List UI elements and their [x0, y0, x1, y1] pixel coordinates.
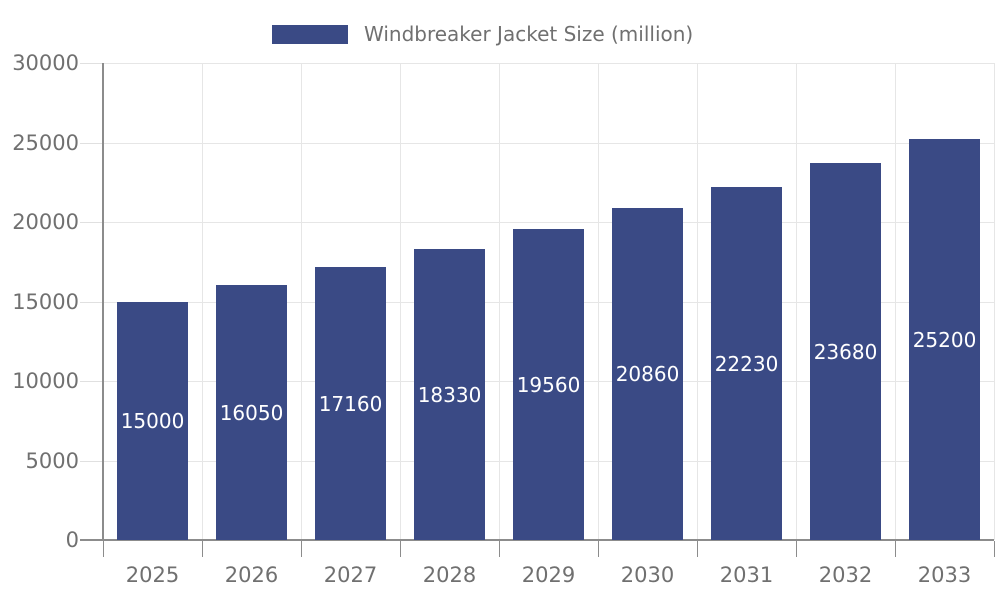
v-gridline — [202, 63, 203, 540]
bar-value-label: 19560 — [516, 373, 581, 397]
x-axis-tick — [301, 541, 302, 557]
bar-value-label: 23680 — [813, 340, 878, 364]
y-axis-line — [102, 63, 104, 540]
x-axis-tick-label: 2027 — [323, 563, 378, 587]
x-axis-tick-label: 2032 — [818, 563, 873, 587]
y-axis-tick-label: 15000 — [12, 290, 79, 314]
v-gridline — [796, 63, 797, 540]
bar[interactable] — [414, 249, 485, 540]
bar[interactable] — [711, 187, 782, 540]
y-axis-tick — [80, 381, 103, 382]
y-axis-tick — [80, 302, 103, 303]
h-gridline — [103, 63, 994, 64]
x-axis-tick — [598, 541, 599, 557]
bar[interactable] — [315, 267, 386, 540]
x-axis-tick — [697, 541, 698, 557]
bar-value-label: 22230 — [714, 352, 779, 376]
y-axis-tick-label: 25000 — [12, 131, 79, 155]
v-gridline — [598, 63, 599, 540]
bar[interactable] — [909, 139, 980, 540]
v-gridline — [895, 63, 896, 540]
y-axis-tick — [80, 63, 103, 64]
x-axis-tick — [895, 541, 896, 557]
bar-value-label: 17160 — [318, 392, 383, 416]
bar[interactable] — [117, 302, 188, 540]
bar-value-label: 15000 — [120, 409, 185, 433]
bar-value-label: 20860 — [615, 362, 680, 386]
h-gridline — [103, 143, 994, 144]
x-axis-tick — [202, 541, 203, 557]
x-axis-tick — [499, 541, 500, 557]
x-axis-tick-label: 2025 — [125, 563, 180, 587]
h-gridline — [103, 222, 994, 223]
y-axis-tick-label: 5000 — [25, 449, 79, 473]
x-axis-line — [80, 539, 994, 541]
y-axis-tick-label: 0 — [65, 528, 79, 552]
x-axis-tick — [103, 541, 104, 557]
x-axis-tick — [796, 541, 797, 557]
x-axis-tick-label: 2031 — [719, 563, 774, 587]
x-axis-tick-label: 2026 — [224, 563, 279, 587]
legend[interactable]: Windbreaker Jacket Size (million) — [272, 20, 693, 48]
y-axis-tick — [80, 222, 103, 223]
v-gridline — [697, 63, 698, 540]
bar-value-label: 25200 — [912, 328, 977, 352]
y-axis-tick-label: 10000 — [12, 369, 79, 393]
legend-swatch — [272, 24, 348, 44]
legend-label: Windbreaker Jacket Size (million) — [364, 22, 694, 46]
x-axis-tick — [400, 541, 401, 557]
x-axis-tick-label: 2030 — [620, 563, 675, 587]
x-axis-tick — [994, 541, 995, 557]
bar[interactable] — [612, 208, 683, 540]
y-axis-tick — [80, 461, 103, 462]
v-gridline — [994, 63, 995, 540]
v-gridline — [499, 63, 500, 540]
y-axis-tick-label: 30000 — [12, 51, 79, 75]
bar-value-label: 16050 — [219, 401, 284, 425]
y-axis-tick — [80, 143, 103, 144]
bar[interactable] — [216, 285, 287, 540]
x-axis-tick-label: 2029 — [521, 563, 576, 587]
v-gridline — [301, 63, 302, 540]
x-axis-tick-label: 2033 — [917, 563, 972, 587]
v-gridline — [400, 63, 401, 540]
y-axis-tick-label: 20000 — [12, 210, 79, 234]
bar[interactable] — [810, 163, 881, 540]
bar[interactable] — [513, 229, 584, 540]
x-axis-tick-label: 2028 — [422, 563, 477, 587]
bar-value-label: 18330 — [417, 383, 482, 407]
